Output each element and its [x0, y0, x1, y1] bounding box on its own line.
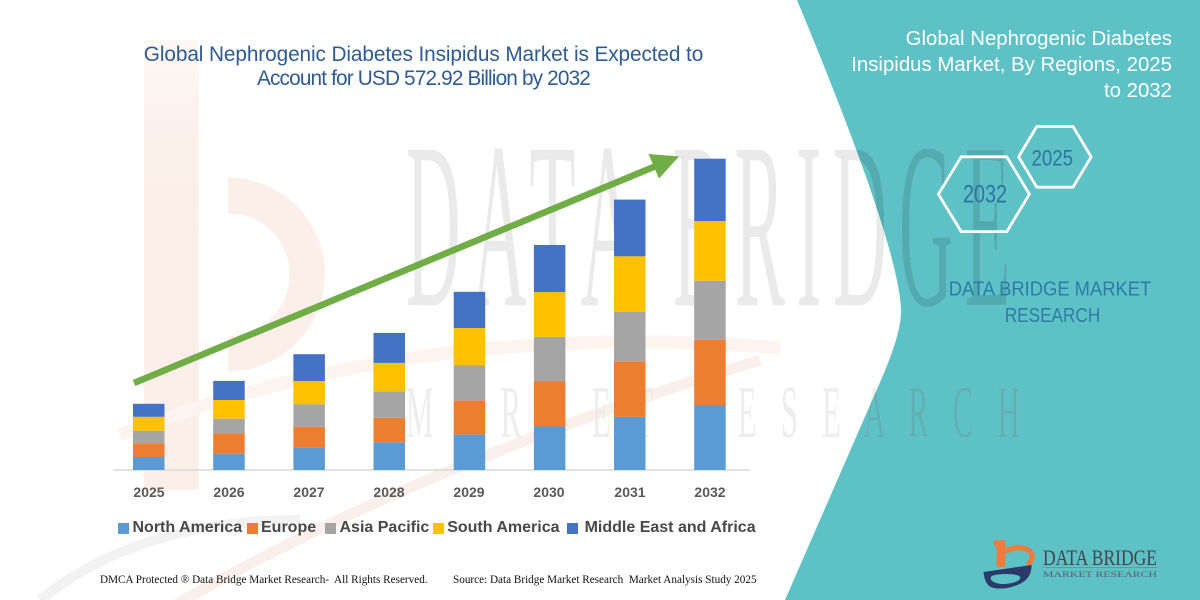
svg-text:DATA BRIDGE MARKET: DATA BRIDGE MARKET	[949, 278, 1152, 300]
svg-text:DATA BRIDGE: DATA BRIDGE	[1043, 545, 1157, 570]
svg-text:RESEARCH: RESEARCH	[1005, 305, 1101, 327]
svg-text:MARKET RESEARCH: MARKET RESEARCH	[1043, 569, 1157, 579]
svg-text:2032: 2032	[963, 180, 1007, 208]
svg-text:2025: 2025	[1031, 146, 1073, 171]
